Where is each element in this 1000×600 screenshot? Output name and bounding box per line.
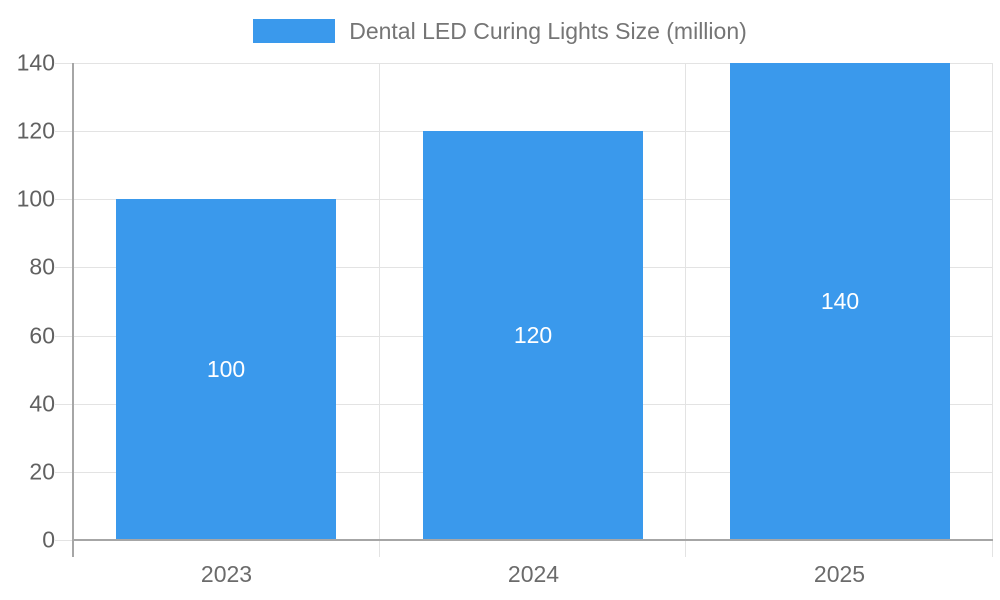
x-axis-tick-label: 2024 (507, 561, 560, 587)
x-gridline (992, 63, 993, 557)
legend-swatch[interactable] (253, 19, 336, 43)
bar-2023[interactable]: 100 (116, 199, 336, 540)
bar-value-label: 100 (206, 356, 246, 382)
bar-2025[interactable]: 140 (730, 63, 950, 540)
legend-label: Dental LED Curing Lights Size (million) (349, 17, 747, 44)
x-axis-line (73, 539, 993, 541)
x-gridline (685, 63, 686, 557)
bar-value-label: 140 (820, 288, 860, 314)
bar-2024[interactable]: 120 (423, 131, 643, 540)
y-axis-tick-label: 20 (29, 458, 55, 485)
x-gridline (379, 63, 380, 557)
y-axis-tick-label: 80 (29, 253, 55, 280)
y-axis-tick-label: 40 (29, 390, 55, 417)
plot-area: 100 120 140 (55, 62, 993, 557)
y-axis-tick-label: 0 (42, 526, 55, 553)
y-gridline (55, 62, 993, 64)
x-axis-tick-label: 2023 (200, 561, 253, 587)
y-axis-line (72, 63, 74, 557)
y-axis-tick-label: 120 (16, 117, 55, 144)
y-axis-tick-label: 100 (16, 185, 55, 212)
chart-legend[interactable]: Dental LED Curing Lights Size (million) (0, 17, 1000, 45)
y-axis-tick-label: 60 (29, 322, 55, 349)
bar-value-label: 120 (513, 322, 553, 348)
y-axis-tick-label: 140 (16, 49, 55, 76)
x-axis-tick-label: 2025 (813, 561, 866, 587)
